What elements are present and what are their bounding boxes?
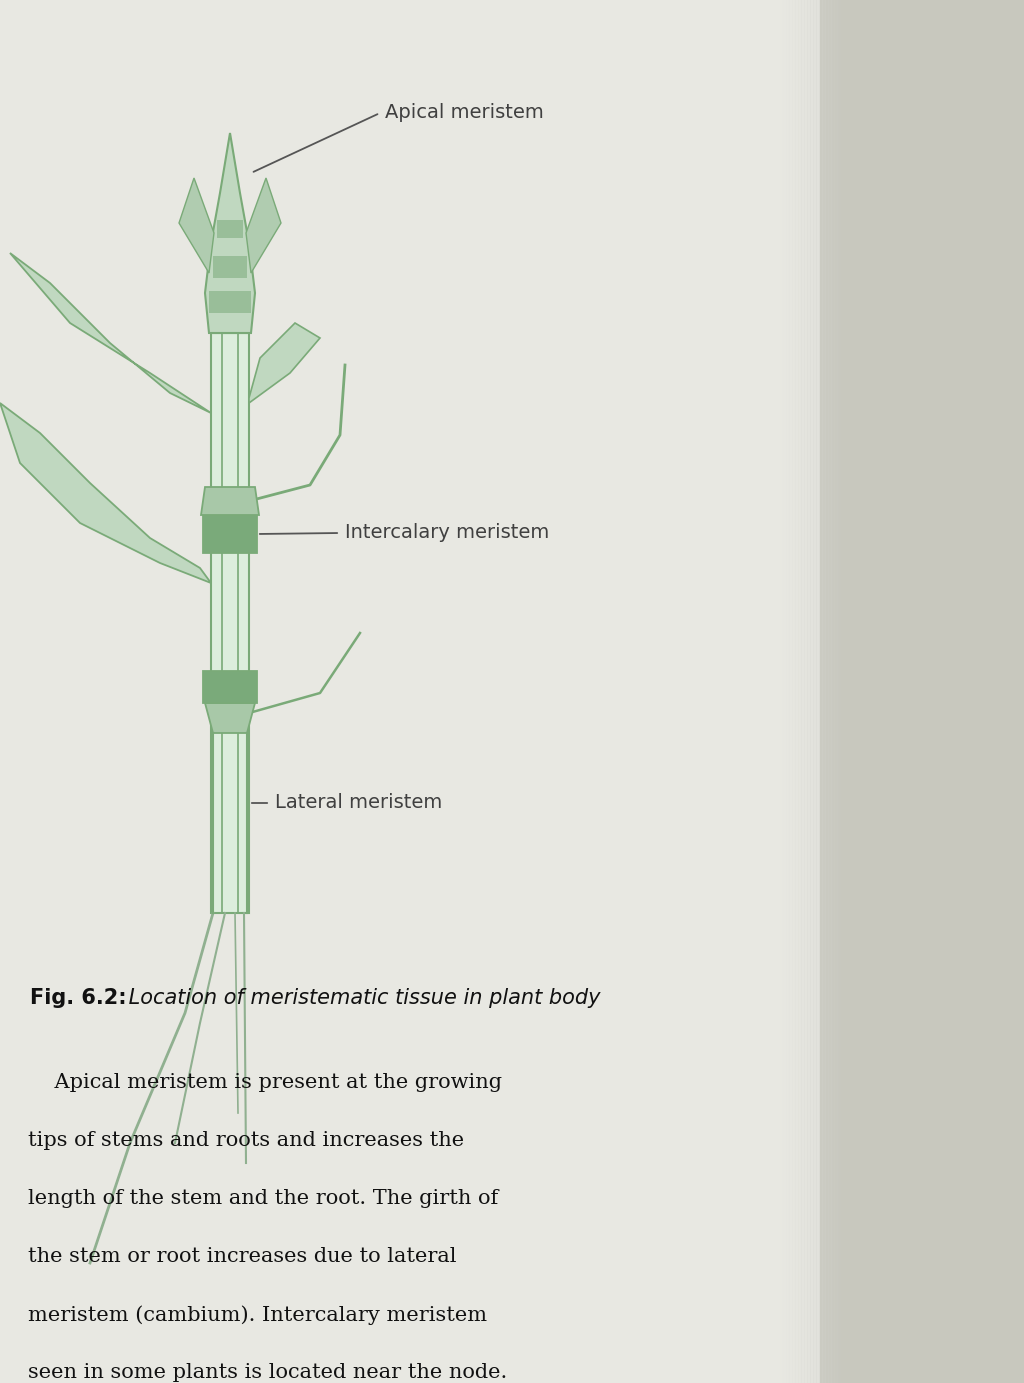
Polygon shape (10, 253, 211, 414)
Bar (803, 0, 805, 1383)
Bar (820, 0, 1024, 1383)
Bar (806, 0, 808, 1383)
Bar (791, 0, 793, 1383)
Bar (816, 0, 818, 1383)
Bar (820, 0, 822, 1383)
Polygon shape (216, 220, 244, 238)
Bar (828, 0, 830, 1383)
Text: Fig. 6.2:: Fig. 6.2: (30, 987, 127, 1008)
Bar (0, 0, 820, 1383)
Bar (804, 0, 806, 1383)
Polygon shape (205, 703, 255, 733)
Bar (798, 0, 800, 1383)
Polygon shape (246, 178, 281, 272)
Bar (211, 333, 249, 913)
Polygon shape (201, 487, 259, 514)
Polygon shape (209, 290, 251, 313)
Polygon shape (203, 671, 257, 703)
Bar (834, 0, 836, 1383)
Bar (786, 0, 788, 1383)
Text: meristem (cambium). Intercalary meristem: meristem (cambium). Intercalary meristem (28, 1306, 487, 1325)
Bar (839, 0, 841, 1383)
Text: Location of meristematic tissue in plant body: Location of meristematic tissue in plant… (122, 987, 600, 1008)
Bar (795, 0, 797, 1383)
Text: Apical meristem: Apical meristem (385, 104, 544, 123)
Bar (825, 0, 827, 1383)
Bar (826, 0, 828, 1383)
Bar (781, 0, 783, 1383)
Bar (817, 0, 819, 1383)
Bar (819, 0, 821, 1383)
Text: Apical meristem is present at the growing: Apical meristem is present at the growin… (28, 1073, 502, 1093)
Text: Lateral meristem: Lateral meristem (275, 794, 442, 812)
Text: Intercalary meristem: Intercalary meristem (345, 524, 549, 542)
Text: seen in some plants is located near the node.: seen in some plants is located near the … (28, 1364, 507, 1382)
Polygon shape (249, 324, 319, 402)
Bar (787, 0, 790, 1383)
Bar (837, 0, 839, 1383)
Bar (800, 0, 802, 1383)
Text: the stem or root increases due to lateral: the stem or root increases due to latera… (28, 1247, 457, 1265)
Bar (801, 0, 803, 1383)
Text: tips of stems and roots and increases the: tips of stems and roots and increases th… (28, 1131, 464, 1151)
Bar (811, 0, 813, 1383)
Bar (792, 0, 794, 1383)
Bar (810, 0, 812, 1383)
Bar (790, 0, 791, 1383)
Bar (831, 0, 833, 1383)
Bar (833, 0, 835, 1383)
Bar (822, 0, 824, 1383)
Bar (814, 0, 816, 1383)
Bar (829, 0, 831, 1383)
Bar (823, 0, 825, 1383)
Bar (813, 0, 815, 1383)
Bar (794, 0, 796, 1383)
Bar (783, 0, 785, 1383)
Bar (836, 0, 838, 1383)
Bar (807, 0, 809, 1383)
Text: length of the stem and the root. The girth of: length of the stem and the root. The gir… (28, 1189, 499, 1207)
Polygon shape (213, 256, 247, 278)
Polygon shape (205, 133, 255, 333)
Bar (809, 0, 811, 1383)
Bar (780, 0, 782, 1383)
Polygon shape (203, 514, 257, 553)
Polygon shape (0, 402, 211, 584)
Bar (797, 0, 799, 1383)
Bar (784, 0, 786, 1383)
Polygon shape (179, 178, 214, 272)
